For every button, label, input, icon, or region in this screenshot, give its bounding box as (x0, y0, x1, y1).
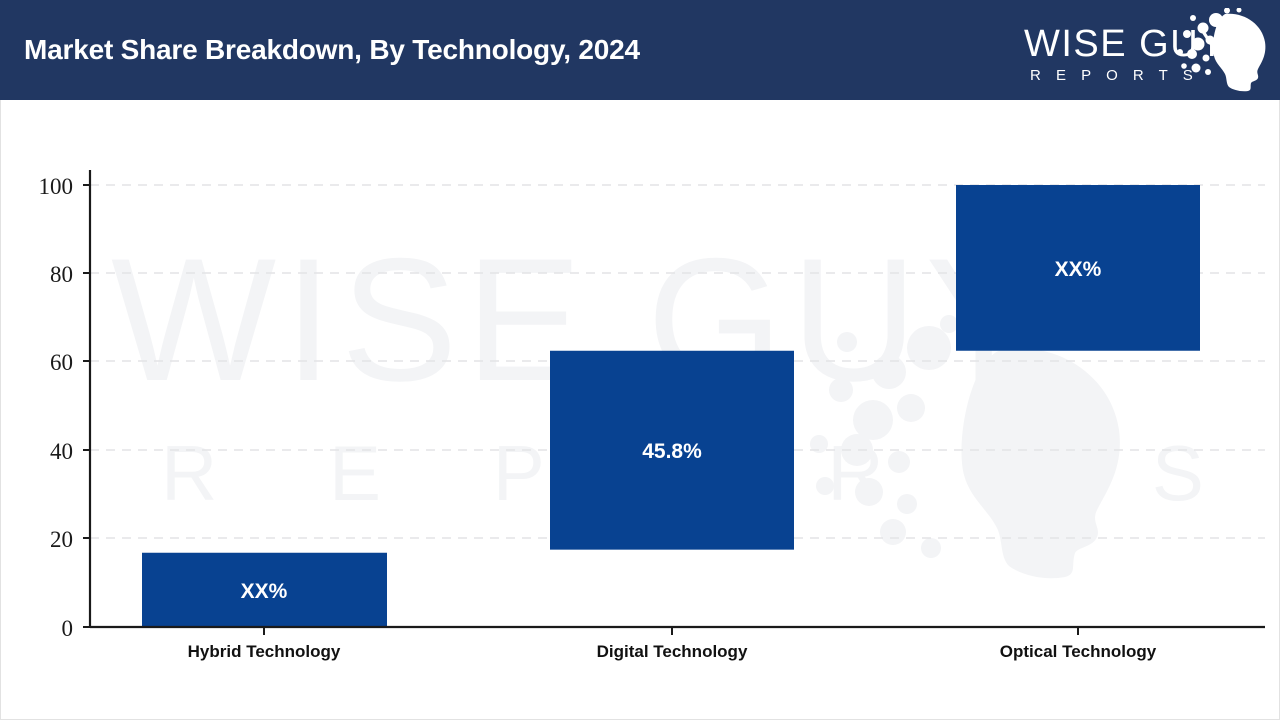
chart-area: WISE GUY R E P O R T S (0, 100, 1280, 720)
bar-data-labels: XX% 45.8% XX% (241, 258, 1102, 603)
header-bar: Market Share Breakdown, By Technology, 2… (0, 0, 1280, 100)
page-title: Market Share Breakdown, By Technology, 2… (24, 34, 640, 65)
bar-label-optical-technology: XX% (1055, 258, 1102, 281)
bar-label-digital-technology: 45.8% (642, 440, 702, 463)
bar-digital-technology (550, 350, 794, 550)
ytick-label-0: 0 (62, 616, 74, 641)
xtick-label-optical-technology: Optical Technology (1000, 642, 1157, 661)
wise-guy-reports-logo: WISE GUY R E P O R T S (1020, 8, 1272, 92)
ytick-label-80: 80 (50, 262, 73, 287)
svg-text:R E P O R T S: R E P O R T S (1030, 67, 1198, 84)
ytick-label-40: 40 (50, 439, 73, 464)
bar-label-hybrid-technology: XX% (241, 580, 288, 603)
xtick-label-digital-technology: Digital Technology (597, 642, 748, 661)
axes (83, 170, 1265, 635)
x-axis-tick-labels: Hybrid Technology Digital Technology Opt… (188, 642, 1157, 661)
logo-wordmark: WISE GUY R E P O R T S (1024, 23, 1225, 84)
logo-head-icon (1177, 8, 1266, 92)
ytick-label-20: 20 (50, 527, 73, 552)
xtick-label-hybrid-technology: Hybrid Technology (188, 642, 341, 661)
bar-optical-technology (956, 185, 1200, 351)
ytick-label-60: 60 (50, 350, 73, 375)
bars (142, 185, 1200, 627)
plot-canvas: XX% 45.8% XX% (1, 100, 1279, 719)
bar-hybrid-technology (142, 552, 387, 627)
y-axis-tick-labels: 100 80 60 40 20 0 (39, 174, 74, 641)
ytick-label-100: 100 (39, 174, 74, 199)
